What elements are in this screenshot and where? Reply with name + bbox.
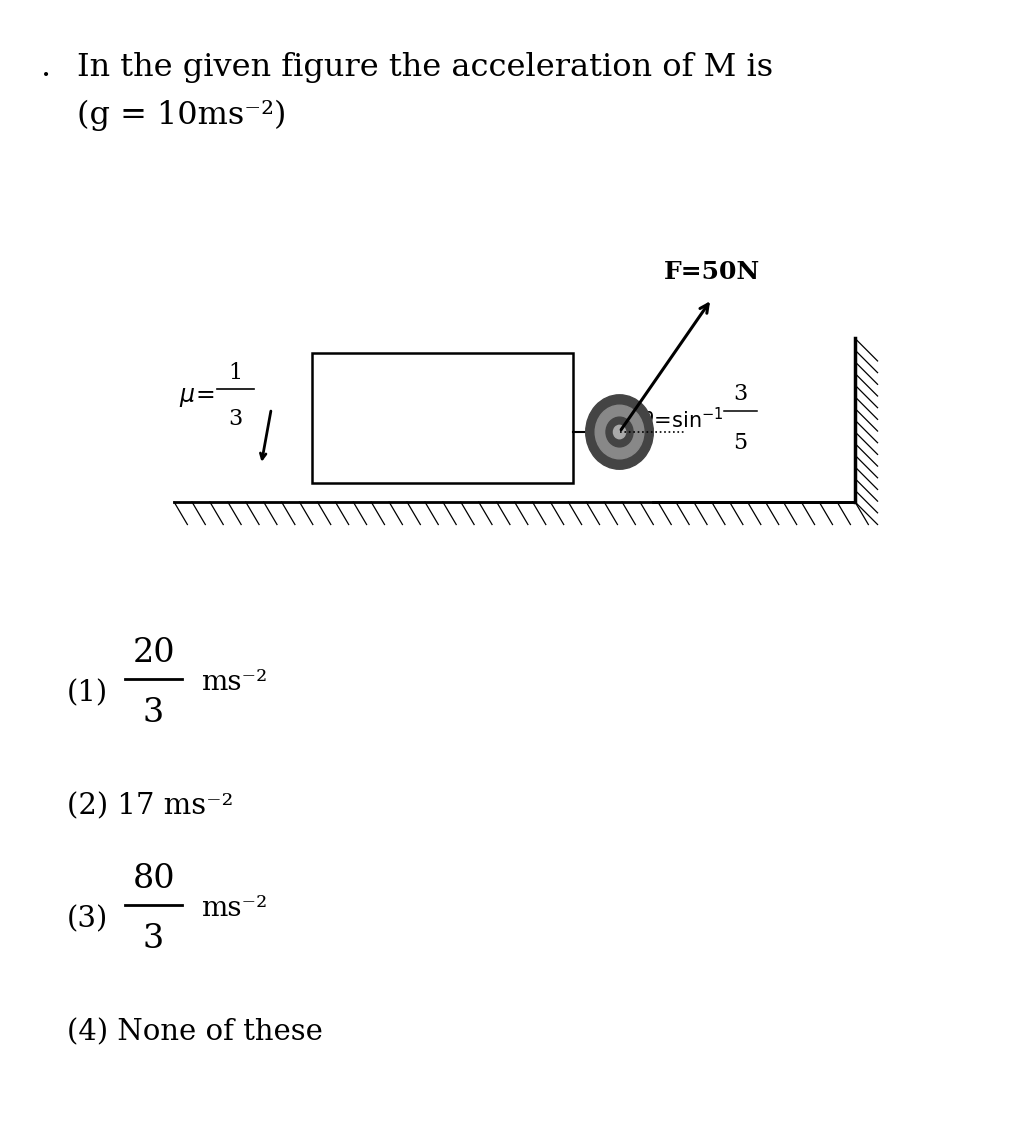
Text: (g = 10ms⁻²): (g = 10ms⁻²) [77,99,286,131]
Text: F=50N: F=50N [664,261,760,284]
Text: (3): (3) [67,906,108,933]
Text: $M\!=\!$: $M\!=\!$ [336,409,376,432]
Circle shape [586,395,653,469]
Text: (1): (1) [67,680,108,707]
Text: ms⁻²: ms⁻² [201,895,267,922]
Text: (4) None of these: (4) None of these [67,1019,323,1046]
Text: (2) 17 ms⁻²: (2) 17 ms⁻² [67,793,232,820]
Bar [312,353,573,483]
Text: $\mu\!=\!$: $\mu\!=\!$ [179,386,215,408]
Text: 3: 3 [228,408,243,431]
Text: $\theta\!=\!\sin^{-1}$: $\theta\!=\!\sin^{-1}$ [640,407,724,432]
Text: kg: kg [433,409,463,432]
Text: 3: 3 [143,923,164,954]
Text: 3: 3 [733,382,748,405]
Text: 1: 1 [228,361,243,384]
Text: 3: 3 [395,432,410,455]
Text: .: . [41,52,51,83]
Text: In the given figure the acceleration of M is: In the given figure the acceleration of … [77,52,773,83]
Text: 5: 5 [733,432,748,455]
Text: 3: 3 [143,697,164,729]
Text: 80: 80 [132,863,175,895]
Circle shape [606,417,633,447]
Circle shape [613,425,626,439]
Circle shape [595,405,644,459]
Text: 20: 20 [132,637,175,669]
Text: ms⁻²: ms⁻² [201,669,267,696]
Text: 10: 10 [388,385,417,407]
